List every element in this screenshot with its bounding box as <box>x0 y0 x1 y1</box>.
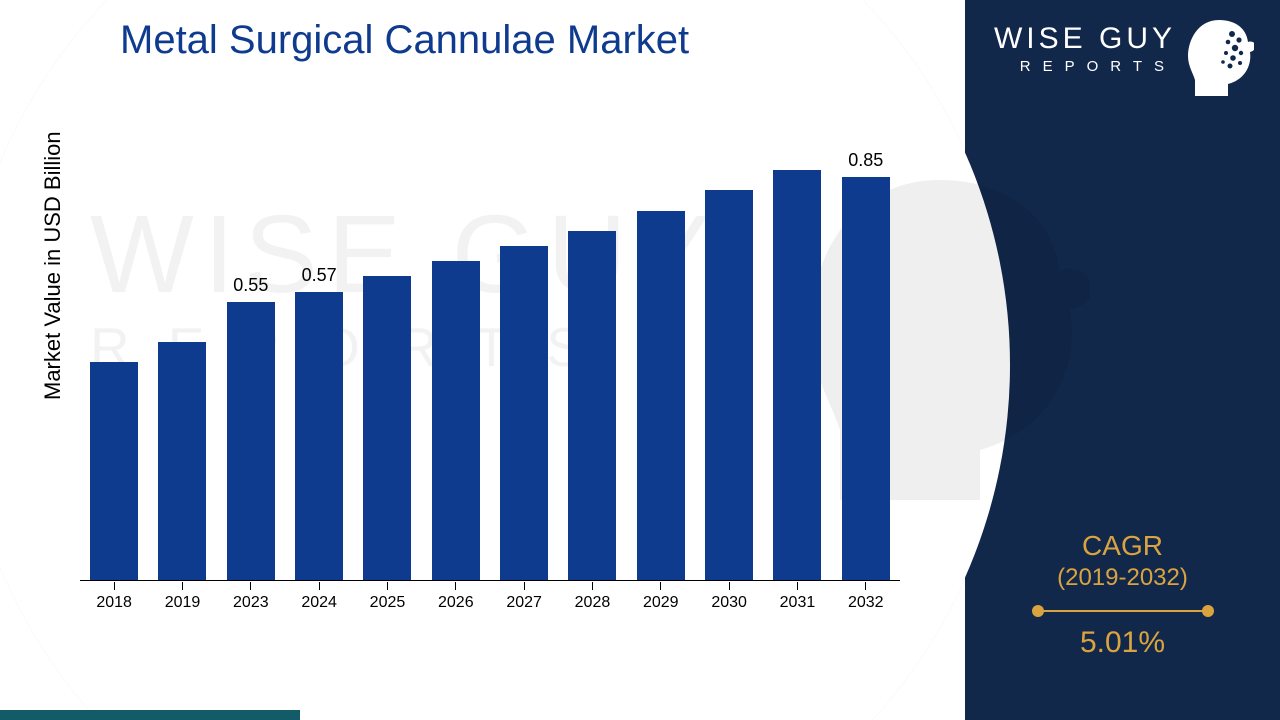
x-tick-label: 2019 <box>165 594 201 612</box>
y-axis-label: Market Value in USD Billion <box>40 131 66 400</box>
bar-slot <box>558 150 626 580</box>
bar <box>773 170 821 580</box>
x-tick: 2031 <box>763 582 831 612</box>
x-tick: 2027 <box>490 582 558 612</box>
x-tick: 2024 <box>285 582 353 612</box>
x-tick-label: 2026 <box>438 594 474 612</box>
bar-slot <box>627 150 695 580</box>
chart-title: Metal Surgical Cannulae Market <box>120 18 689 63</box>
bottom-accent-bar <box>0 710 300 720</box>
x-axis-line <box>80 580 900 581</box>
x-tick-label: 2027 <box>506 594 542 612</box>
bar-slot: 0.55 <box>217 150 285 580</box>
bar <box>90 362 138 580</box>
bar-slot <box>490 150 558 580</box>
bar-slot <box>148 150 216 580</box>
bar-value-label: 0.85 <box>848 150 883 171</box>
x-tick-label: 2018 <box>96 594 132 612</box>
bar <box>842 177 890 580</box>
x-tick-label: 2029 <box>643 594 679 612</box>
bar-chart: 0.55 0.57 0.85 <box>80 150 900 580</box>
bar-slot: 0.57 <box>285 150 353 580</box>
bar <box>637 211 685 580</box>
x-tick: 2025 <box>353 582 421 612</box>
bar <box>705 190 753 580</box>
bar-slot <box>763 150 831 580</box>
bar-slot <box>80 150 148 580</box>
bar <box>500 246 548 580</box>
x-tick: 2030 <box>695 582 763 612</box>
bar-slot <box>353 150 421 580</box>
x-tick: 2029 <box>627 582 695 612</box>
x-tick: 2032 <box>832 582 900 612</box>
x-tick: 2028 <box>558 582 626 612</box>
logo-text-sub: REPORTS <box>994 58 1176 75</box>
brand-logo: WISE GUY REPORTS <box>994 22 1250 75</box>
x-tick-label: 2025 <box>370 594 406 612</box>
cagr-block: CAGR (2019-2032) 5.01% <box>1015 530 1230 660</box>
bar-value-label: 0.57 <box>302 265 337 286</box>
x-tick: 2026 <box>422 582 490 612</box>
cagr-title: CAGR <box>1015 530 1230 562</box>
x-tick-label: 2024 <box>301 594 337 612</box>
bar <box>568 231 616 580</box>
x-tick-label: 2028 <box>575 594 611 612</box>
cagr-period: (2019-2032) <box>1015 564 1230 592</box>
x-tick-label: 2030 <box>711 594 747 612</box>
x-tick: 2023 <box>217 582 285 612</box>
x-tick: 2019 <box>148 582 216 612</box>
cagr-value: 5.01% <box>1015 626 1230 660</box>
bar-slot: 0.85 <box>832 150 900 580</box>
x-tick: 2018 <box>80 582 148 612</box>
cagr-divider <box>1038 610 1208 612</box>
x-axis: 2018 2019 2023 2024 2025 2026 2027 2028 2029 2030… <box>80 582 900 612</box>
infographic-stage: WISE GUY REPORTS Metal Surgical Cannulae… <box>0 0 1280 720</box>
logo-text-main: WISE GUY <box>994 22 1176 56</box>
bar-slot <box>422 150 490 580</box>
x-tick-label: 2032 <box>848 594 884 612</box>
bar <box>158 342 206 580</box>
bar-slot <box>695 150 763 580</box>
x-tick-label: 2023 <box>233 594 269 612</box>
bar-value-label: 0.55 <box>233 275 268 296</box>
bar <box>227 302 275 580</box>
bar <box>295 292 343 580</box>
bar <box>432 261 480 580</box>
x-tick-label: 2031 <box>780 594 816 612</box>
bar <box>363 276 411 580</box>
